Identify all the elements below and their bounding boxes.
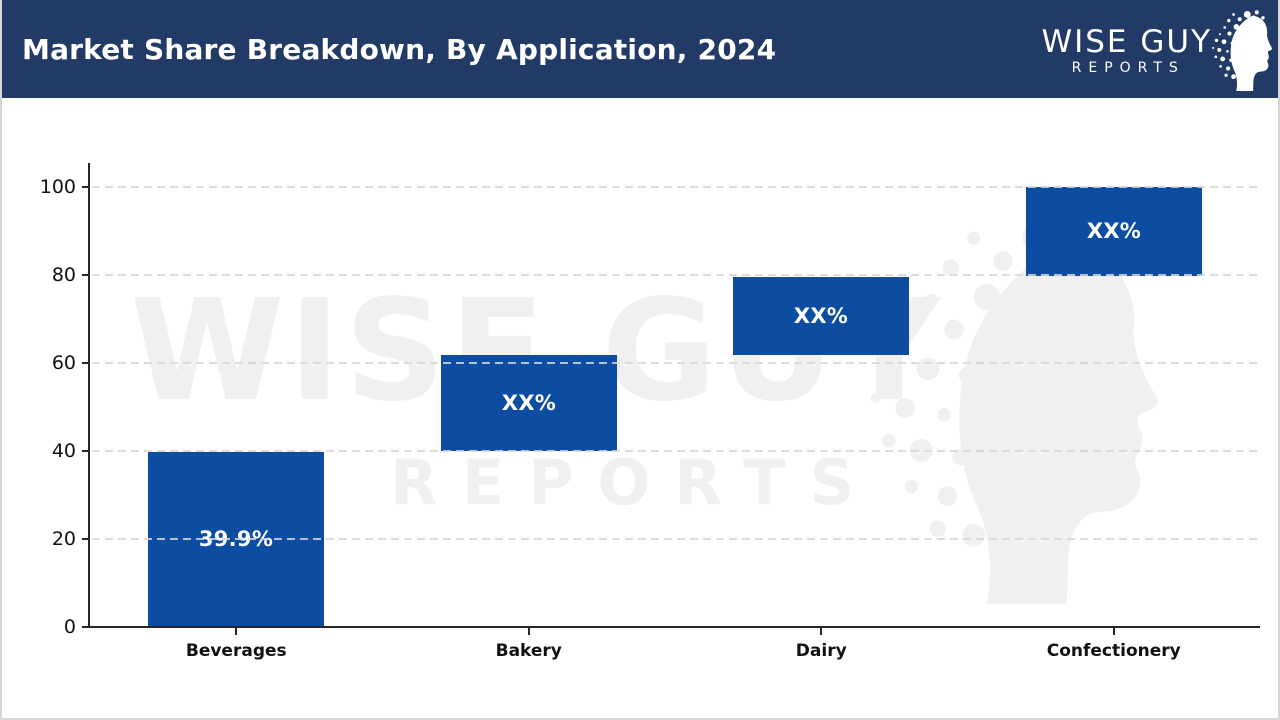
y-tickmark-60 bbox=[82, 362, 90, 365]
logo-wordmark: WISE GUY bbox=[1041, 23, 1212, 60]
y-tickmark-100 bbox=[82, 186, 90, 189]
x-axis-category-label: Bakery bbox=[495, 641, 562, 661]
wiseguy-logo-text: WISE GUY REPORTS bbox=[1041, 25, 1212, 76]
gridline-40 bbox=[92, 450, 1260, 453]
y-axis-tick-label: 0 bbox=[63, 616, 76, 638]
bar-confectionery: XX% bbox=[1026, 187, 1202, 276]
bar-value-label: XX% bbox=[793, 304, 849, 329]
x-tickmark-2 bbox=[820, 628, 823, 635]
logo-subtext: REPORTS bbox=[1071, 59, 1185, 76]
y-axis-line bbox=[88, 163, 90, 628]
x-tickmark-0 bbox=[235, 628, 238, 635]
gridline-80 bbox=[92, 274, 1260, 277]
y-tickmark-20 bbox=[82, 538, 90, 541]
x-axis-category-label: Confectionery bbox=[1046, 641, 1181, 661]
header-banner: Market Share Breakdown, By Application, … bbox=[2, 0, 1278, 98]
y-axis-tick-label: 20 bbox=[51, 528, 76, 551]
y-axis-tick-label: 40 bbox=[51, 440, 76, 463]
gridline-60 bbox=[92, 362, 1260, 365]
x-axis-category-label: Beverages bbox=[185, 641, 287, 661]
y-tickmark-0 bbox=[82, 626, 90, 628]
bar-bakery: XX% bbox=[441, 354, 617, 452]
gridline-100 bbox=[92, 186, 1260, 189]
page-title: Market Share Breakdown, By Application, … bbox=[22, 32, 777, 66]
x-axis-category-label: Dairy bbox=[795, 641, 847, 661]
bar-dairy: XX% bbox=[733, 277, 909, 355]
y-axis-tick-label: 60 bbox=[51, 352, 76, 375]
wiseguy-logo: WISE GUY REPORTS bbox=[1041, 4, 1278, 96]
bar-value-label: XX% bbox=[501, 390, 557, 415]
y-tickmark-80 bbox=[82, 274, 90, 277]
x-tickmark-3 bbox=[1112, 628, 1115, 635]
x-tickmark-1 bbox=[527, 628, 530, 635]
gridline-20 bbox=[92, 538, 1260, 541]
y-axis-tick-label: 80 bbox=[51, 264, 76, 287]
y-axis-tick-label: 100 bbox=[39, 176, 76, 199]
x-axis-line bbox=[88, 626, 1260, 628]
bar-value-label: XX% bbox=[1086, 219, 1142, 244]
y-tickmark-40 bbox=[82, 450, 90, 453]
